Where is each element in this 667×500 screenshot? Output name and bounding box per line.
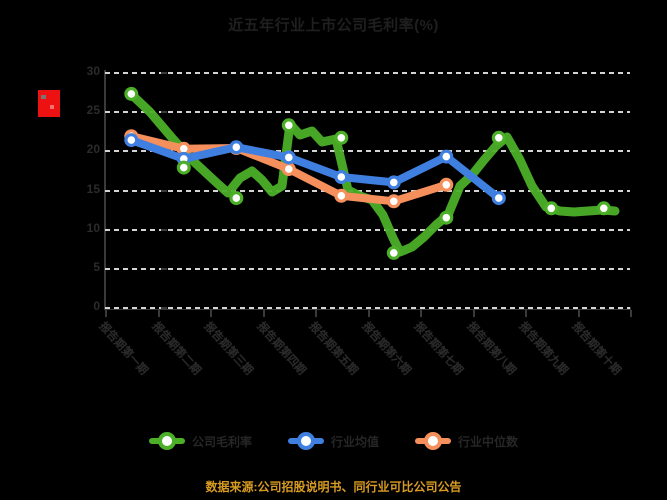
y-tick-label: 30 [86,64,100,78]
y-tick-mark [161,267,167,270]
x-tick-mark [472,310,475,317]
x-tick-mark [157,310,160,317]
y-tick-label: 0 [93,299,100,313]
gridline [105,72,630,74]
y-tick-mark [161,72,167,74]
legend-series-company[interactable]: 公司毛利率 [148,432,252,450]
plot-area [105,72,630,309]
y-tick-mark [161,111,167,114]
series-line-1 [127,136,503,203]
legend-label: 行业均值 [330,434,379,449]
series-line-company-dense [125,88,620,257]
data-point-marker [386,175,401,190]
gridline [105,228,630,231]
data-point-marker [124,133,139,148]
data-point-marker [439,149,454,164]
y-tick-label: 20 [86,142,100,157]
data-point-marker [596,201,611,216]
data-point-marker [386,194,401,209]
x-tick-mark [525,310,527,317]
y-tick-label: 25 [86,103,100,118]
data-point-marker [491,191,506,206]
data-point-marker [544,201,559,216]
data-point-marker [439,210,454,225]
y-tick-mark [161,189,167,192]
y-tick-mark [161,307,167,309]
data-point-marker [281,162,296,177]
y-tick-label: 5 [93,259,100,274]
legend-series-median[interactable]: 行业中位数 [415,432,518,450]
gridline [105,111,630,114]
data-point-marker [124,86,139,101]
data-point-marker [439,177,454,192]
legend-marker-icon [287,432,324,450]
x-tick-mark [630,310,632,317]
legend-label: 行业中位数 [458,434,519,449]
x-tick-mark [262,310,265,317]
gridline [105,150,630,153]
legend-marker-icon [415,432,451,450]
redaction-block [38,90,60,117]
gridline [105,189,630,192]
y-tick-mark [161,228,167,231]
x-tick-mark [367,310,370,317]
data-point-marker [281,118,296,133]
legend-label: 公司毛利率 [191,434,252,449]
footer-caption: 数据来源:公司招股说明书、同行业可比公司公告 [205,480,462,494]
data-point-marker [334,130,349,145]
data-point-marker [334,188,349,203]
y-tick-label: 10 [86,220,100,235]
x-tick-mark [315,310,317,317]
gridline [105,307,630,309]
data-point-marker [386,245,401,260]
y-tick-label: 15 [86,181,100,196]
chart-title: 近五年行业上市公司毛利率(%) [228,17,439,34]
legend-marker-icon [148,432,185,450]
legend-series-average[interactable]: 行业均值 [287,432,379,450]
data-point-marker [334,170,349,185]
x-tick-mark [105,310,107,317]
chart-legend: 公司毛利率 行业均值 行业中位数 [0,432,667,450]
data-point-marker [281,150,296,165]
x-tick-mark [577,310,580,317]
data-point-marker [229,191,244,206]
data-point-marker [491,130,506,145]
data-point-marker [176,160,191,175]
y-axis-tick-labels: 0 5 10 15 20 25 30 [62,64,167,313]
x-tick-mark [420,310,422,317]
data-point-marker [229,140,244,155]
x-tick-mark [210,310,212,317]
gridline [105,267,630,270]
